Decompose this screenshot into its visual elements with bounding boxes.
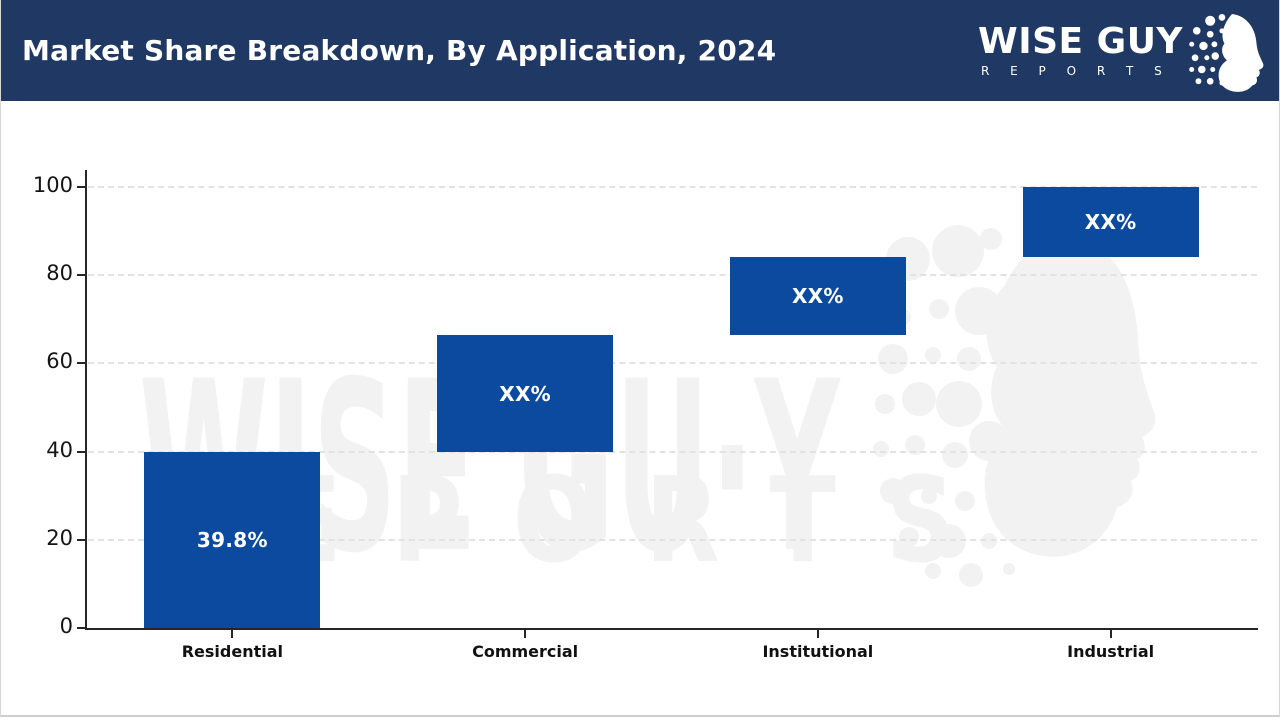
- x-tick-label-2: Institutional: [762, 642, 874, 661]
- y-tick-label-80: 80: [46, 261, 73, 286]
- x-tick-label-1: Commercial: [472, 642, 579, 661]
- page-title: Market Share Breakdown, By Application, …: [22, 34, 777, 67]
- gridline-100: [88, 186, 1257, 188]
- x-tick-2: [816, 630, 819, 638]
- logo-head-icon: [1189, 14, 1264, 92]
- logo-text: WISE GUY R E P O R T S: [977, 21, 1183, 79]
- bar-residential: 39.8%: [144, 452, 321, 628]
- y-tick-label-60: 60: [46, 349, 73, 374]
- y-tick-label-0: 0: [59, 614, 73, 638]
- gridline-20: [88, 538, 1257, 541]
- y-tick-100: [77, 186, 85, 188]
- bar-value-label: XX%: [1084, 210, 1137, 235]
- y-tick-80: [77, 274, 85, 277]
- y-tick-60: [77, 362, 85, 365]
- bar-institutional: XX%: [729, 257, 906, 336]
- y-tick-label-20: 20: [46, 525, 73, 550]
- logo-wordmark: WISE GUY: [977, 21, 1183, 62]
- logo-subtext: R E P O R T S: [980, 64, 1171, 78]
- watermark-head-icon: [873, 225, 1156, 587]
- y-tick-label-40: 40: [46, 437, 73, 462]
- gridline-80: [88, 274, 1257, 277]
- y-tick-40: [77, 450, 85, 453]
- bar-value-label: XX%: [499, 381, 552, 406]
- header: Market Share Breakdown, By Application, …: [1, 0, 1279, 101]
- wiseguy-logo: WISE GUY R E P O R T S: [978, 7, 1269, 95]
- x-tick-1: [524, 630, 527, 638]
- y-tick-0: [77, 627, 85, 629]
- x-tick-label-3: Industrial: [1067, 642, 1155, 661]
- bar-value-label: 39.8%: [196, 528, 268, 553]
- gridline-40: [88, 450, 1257, 453]
- bar-value-label: XX%: [791, 284, 844, 309]
- y-tick-label-100: 100: [32, 173, 73, 197]
- y-axis-spine: [85, 170, 87, 630]
- bar-commercial: XX%: [437, 335, 614, 453]
- x-tick-3: [1109, 630, 1112, 638]
- gridline-60: [88, 362, 1257, 365]
- chart-area: WISE GU·Y R E P O R T S 0 20 40 60 80 100 39.8…: [1, 101, 1279, 715]
- x-axis-spine: [85, 628, 1258, 630]
- x-tick-0: [231, 630, 234, 638]
- y-tick-20: [77, 538, 85, 541]
- x-tick-label-0: Residential: [181, 642, 284, 661]
- bar-industrial: XX%: [1022, 187, 1199, 258]
